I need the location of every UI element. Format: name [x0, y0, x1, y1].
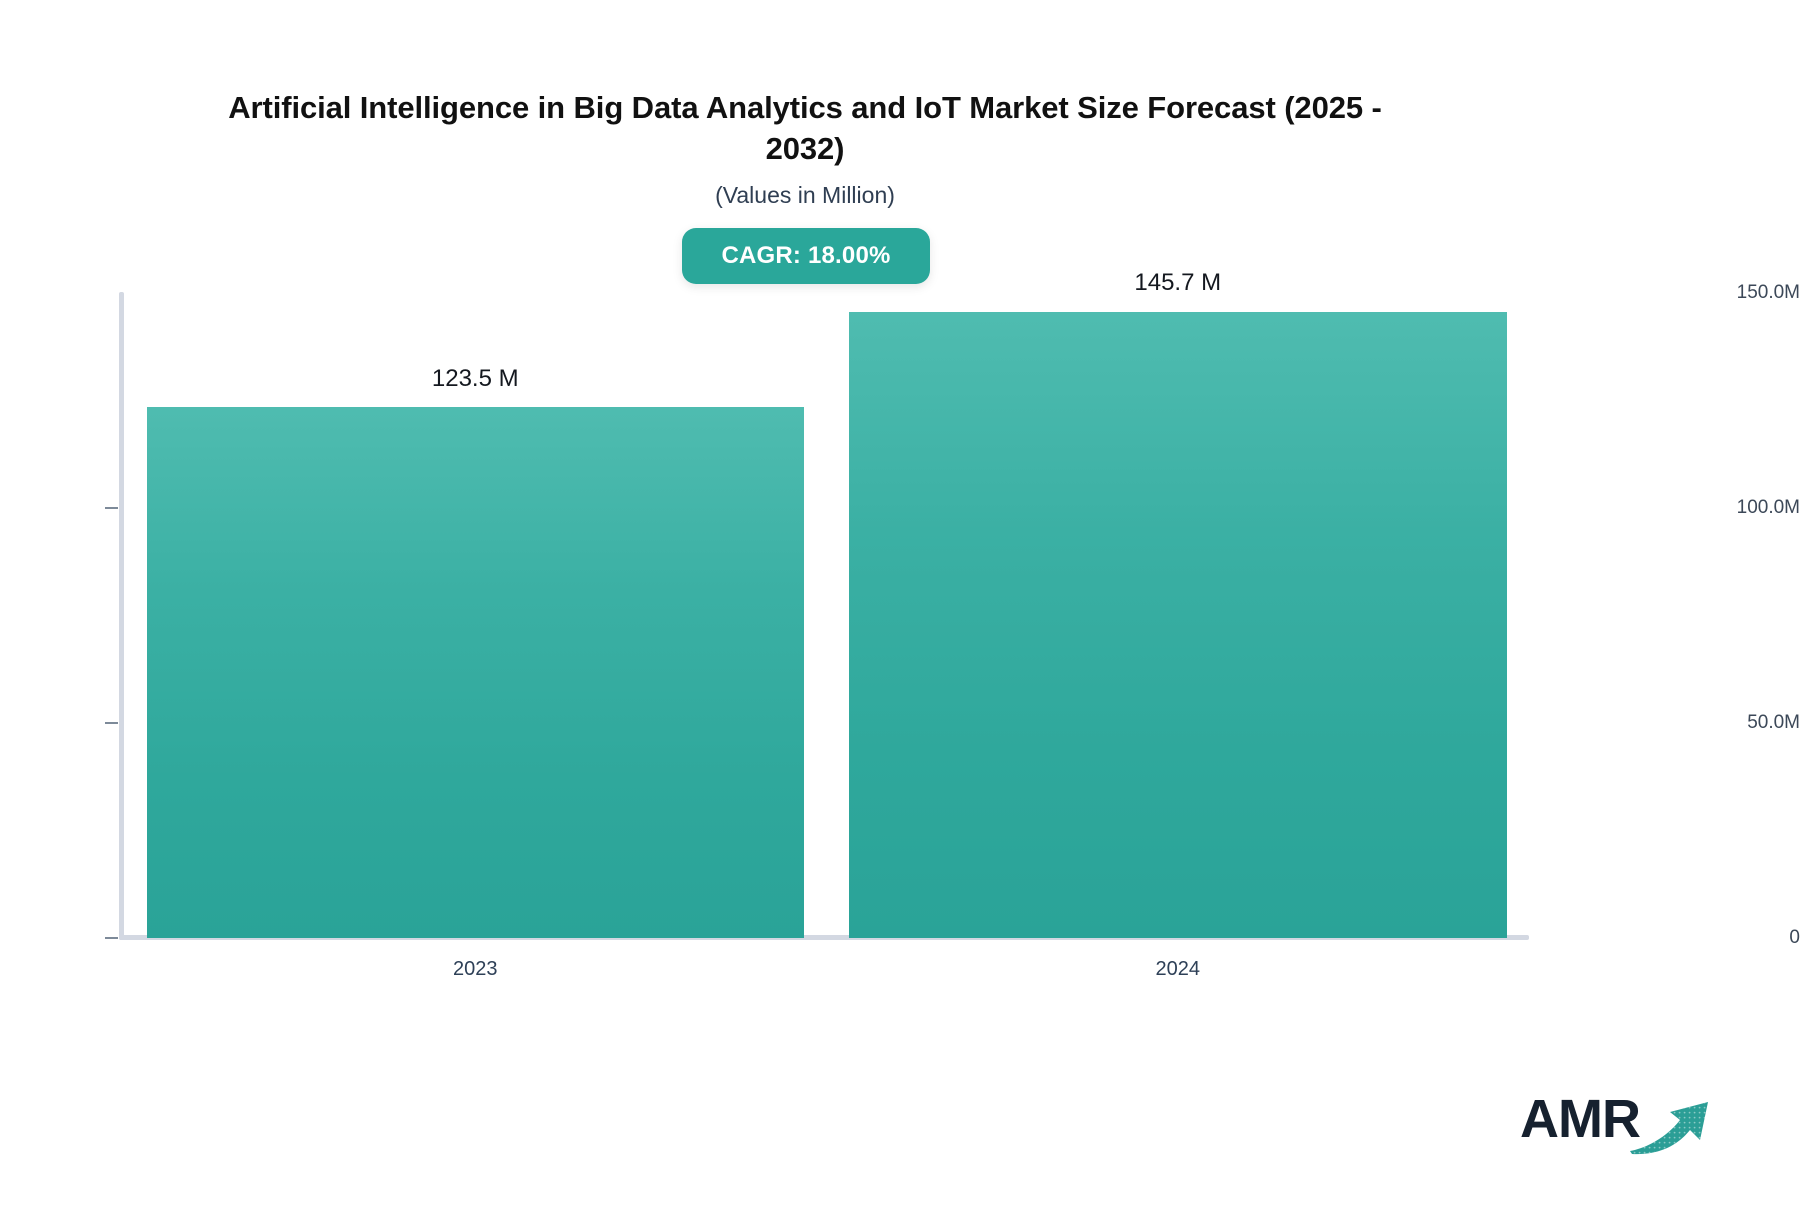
x-axis-line — [119, 935, 1529, 940]
growth-arrow-icon — [1630, 1102, 1708, 1155]
amr-logo: AMR — [1520, 1090, 1710, 1160]
chart-title-line-2: 2032) — [765, 130, 845, 166]
y-axis-tick-mark — [105, 507, 118, 509]
bar-2024[interactable] — [849, 311, 1507, 938]
bar-value-label: 145.7 M — [1134, 269, 1222, 297]
chart-subtitle: (Values in Million) — [715, 181, 895, 208]
y-axis-tick-mark — [105, 722, 118, 724]
y-axis-tick-label: 100.0M — [1736, 497, 1800, 518]
y-axis-tick-label: 0 — [1789, 927, 1800, 948]
chart-title-line-1: Artificial Intelligence in Big Data Anal… — [228, 90, 1382, 125]
y-axis-tick-label: 50.0M — [1747, 712, 1800, 733]
bar-2023[interactable] — [146, 406, 804, 938]
amr-logo-text: AMR — [1520, 1089, 1641, 1149]
y-axis-line — [119, 292, 124, 940]
y-axis-tick-label: 150.0M — [1736, 282, 1800, 303]
chart-header: Artificial Intelligence in Big Data Anal… — [140, 88, 1470, 209]
bar-value-label: 123.5 M — [431, 364, 519, 392]
cagr-badge-label: CAGR: 18.00% — [721, 242, 891, 269]
y-axis-tick-mark — [105, 937, 118, 939]
x-axis-tick-label: 2023 — [453, 958, 498, 980]
cagr-badge: CAGR: 18.00% — [682, 228, 930, 284]
x-axis-tick-label: 2024 — [1155, 958, 1201, 980]
chart-title: Artificial Intelligence in Big Data Anal… — [140, 88, 1470, 170]
